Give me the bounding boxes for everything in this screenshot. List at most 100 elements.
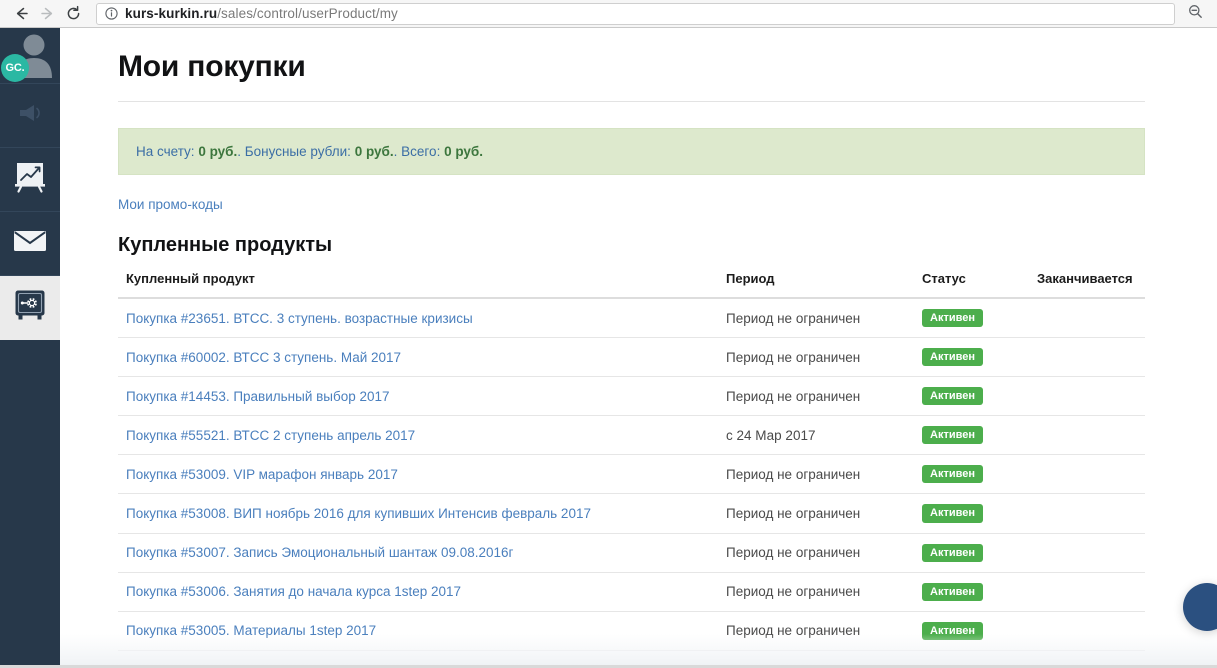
cell-period: Период не ограничен [718,611,914,651]
page-info-icon[interactable] [105,7,118,20]
total-value: 0 руб. [444,144,484,159]
column-header-period: Период [718,271,914,299]
browser-toolbar: kurs-kurkin.ru/sales/control/userProduct… [0,0,1217,28]
cell-ends [1029,337,1145,378]
cell-ends [1029,493,1145,534]
cell-product: Покупка #53007. Запись Эмоциональный шан… [118,533,718,573]
cell-ends [1029,376,1145,417]
table-row: Покупка #53009. VIP марафон январь 2017 П… [118,454,1145,495]
cell-status: Активен [914,298,1029,339]
cell-period: Период не ограничен [718,454,914,495]
cell-period: Период не ограничен [718,493,914,534]
cell-ends [1029,454,1145,495]
bonus-value: 0 руб. [354,144,394,159]
cell-product: Покупка #14453. Правильный выбор 2017 [118,376,718,417]
sidebar-item-announcements[interactable] [0,84,60,148]
product-link[interactable]: Покупка #53005. Материалы 1step 2017 [126,623,377,639]
status-badge: Активен [922,426,983,445]
cell-product: Покупка #23651. ВТСС. 3 ступень. возраст… [118,298,718,339]
sidebar-item-messages[interactable] [0,212,60,276]
product-link[interactable]: Покупка #53008. ВИП ноябрь 2016 для купи… [126,506,591,522]
status-badge: Активен [922,582,983,601]
cell-status: Активен [914,337,1029,378]
avatar-initials-badge: GC. [1,53,29,82]
product-link[interactable]: Покупка #60002. ВТСС 3 ступень. Май 2017 [126,349,402,365]
account-value: 0 руб. [198,144,238,159]
product-link[interactable]: Покупка #14453. Правильный выбор 2017 [126,388,390,404]
safe-vault-icon [13,288,47,327]
product-link[interactable]: Покупка #55521. ВТСС 2 ступень апрель 20… [126,427,416,443]
product-link[interactable]: Покупка #53006. Занятия до начала курса … [126,584,462,600]
cell-status: Активен [914,533,1029,573]
cell-status: Активен [914,415,1029,456]
status-badge: Активен [922,465,983,484]
table-row: Покупка #55521. ВТСС 2 ступень апрель 20… [118,415,1145,456]
content-container: Мои покупки На счету: 0 руб.. Бонусные р… [60,50,1217,668]
zoom-out-button[interactable] [1181,1,1209,27]
window-bottom-edge [0,665,1217,668]
bonus-label: Бонусные рубли: [244,144,351,159]
sidebar-item-statistics[interactable] [0,148,60,212]
cell-status: Активен [914,611,1029,651]
reload-icon [65,5,82,22]
cell-period: Период не ограничен [718,572,914,612]
forward-arrow-icon [39,5,56,22]
cell-period: с 24 Мар 2017 [718,415,914,456]
table-row: Покупка #53008. ВИП ноябрь 2016 для купи… [118,493,1145,534]
product-link[interactable]: Покупка #23651. ВТСС. 3 ступень. возраст… [126,310,473,326]
reload-button[interactable] [60,1,86,27]
megaphone-icon [15,102,45,129]
status-badge: Активен [922,387,983,406]
cell-status: Активен [914,376,1029,417]
product-link[interactable]: Покупка #53007. Запись Эмоциональный шан… [126,545,514,561]
product-link[interactable]: Покупка #53009. VIP марафон январь 2017 [126,466,398,482]
status-badge: Активен [922,348,983,367]
sidebar-rail: GC. [0,28,60,668]
url-path: /sales/control/userProduct/my [217,6,398,21]
chart-presentation-icon [13,161,47,198]
balance-alert: На счету: 0 руб.. Бонусные рубли: 0 руб.… [118,128,1145,175]
bonus-separator: . [393,144,398,159]
cell-product: Покупка #53009. VIP марафон январь 2017 [118,454,718,495]
cell-status: Активен [914,454,1029,495]
cell-period: Период не ограничен [718,337,914,378]
chat-support-bubble[interactable] [1183,583,1217,631]
cell-period: Период не ограничен [718,298,914,339]
table-row: Покупка #60002. ВТСС 3 ступень. Май 2017… [118,337,1145,378]
address-bar[interactable]: kurs-kurkin.ru/sales/control/userProduct… [96,2,1175,25]
cell-ends [1029,415,1145,456]
cell-ends [1029,611,1145,651]
table-row: Покупка #53007. Запись Эмоциональный шан… [118,533,1145,573]
envelope-icon [13,229,47,258]
cell-ends [1029,298,1145,339]
cell-product: Покупка #60002. ВТСС 3 ступень. Май 2017 [118,337,718,378]
account-label: На счету: [136,144,195,159]
column-header-status: Статус [914,271,1029,299]
sidebar-item-sales[interactable] [0,276,60,340]
total-label: Всего: [401,144,441,159]
cell-ends [1029,533,1145,573]
cell-product: Покупка #53005. Материалы 1step 2017 [118,611,718,651]
cell-product: Покупка #55521. ВТСС 2 ступень апрель 20… [118,415,718,456]
status-badge: Активен [922,504,983,523]
avatar[interactable]: GC. [0,28,60,84]
account-separator: . [237,144,242,159]
title-divider [118,101,1145,102]
cell-ends [1029,572,1145,612]
forward-button[interactable] [34,1,60,27]
table-header: Купленный продукт Период Статус Заканчив… [118,271,1145,299]
cell-product: Покупка #53008. ВИП ноябрь 2016 для купи… [118,493,718,534]
table-row: Покупка #23651. ВТСС. 3 ступень. возраст… [118,298,1145,339]
status-badge: Активен [922,309,983,328]
url-text: kurs-kurkin.ru/sales/control/userProduct… [125,6,398,21]
cell-status: Активен [914,493,1029,534]
cell-period: Период не ограничен [718,533,914,573]
status-badge: Активен [922,543,983,562]
zoom-out-icon [1187,3,1204,25]
table-row: Покупка #53006. Занятия до начала курса … [118,572,1145,612]
promo-codes-link[interactable]: Мои промо-коды [118,197,223,212]
section-title: Купленные продукты [118,234,333,256]
sidebar-item-avatar[interactable]: GC. [0,28,60,84]
cell-product: Покупка #53006. Занятия до начала курса … [118,572,718,612]
back-button[interactable] [8,1,34,27]
